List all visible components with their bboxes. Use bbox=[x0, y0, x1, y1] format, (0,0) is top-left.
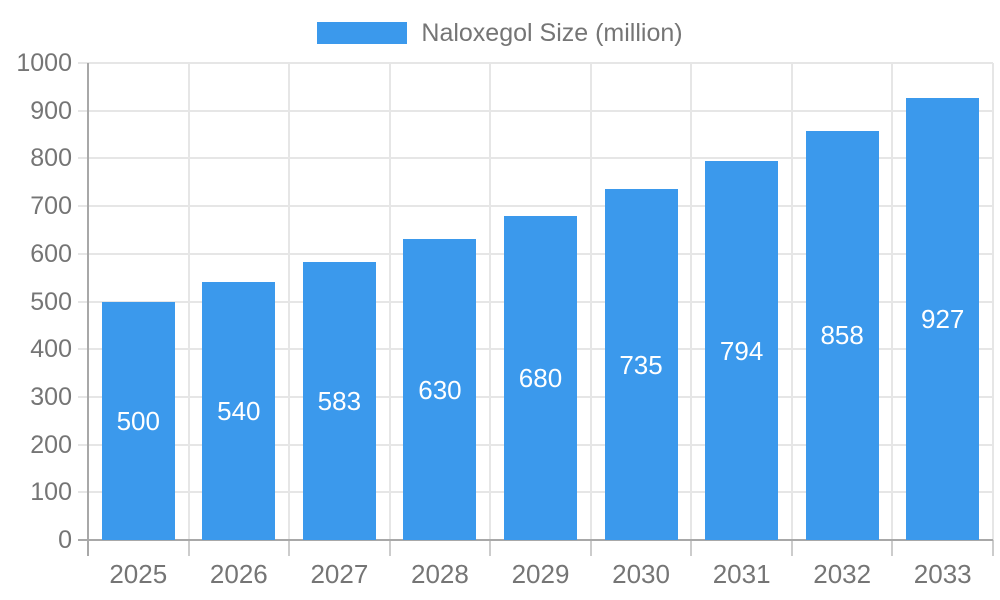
bar-value-label: 858 bbox=[820, 320, 864, 351]
x-axis-tick bbox=[891, 540, 894, 556]
y-axis-tick-label: 1000 bbox=[16, 49, 72, 77]
gridline-vertical bbox=[891, 63, 894, 540]
y-axis-tick-label: 600 bbox=[30, 239, 72, 268]
bar-2027[interactable] bbox=[302, 261, 376, 540]
bar-2032[interactable] bbox=[805, 130, 879, 540]
gridline-vertical bbox=[288, 63, 291, 540]
x-axis-tick-label: 2025 bbox=[109, 559, 168, 589]
gridline-vertical bbox=[992, 63, 994, 540]
gridline-vertical bbox=[388, 63, 391, 540]
x-axis-tick bbox=[288, 540, 291, 556]
x-axis-tick-label: 2026 bbox=[209, 559, 268, 589]
x-axis-tick bbox=[690, 540, 693, 556]
y-axis-tick-label: 200 bbox=[30, 430, 72, 459]
bar-value-label: 583 bbox=[317, 385, 362, 416]
bar-value-label: 680 bbox=[518, 362, 563, 393]
bar-2033[interactable] bbox=[906, 97, 980, 540]
x-axis-tick-label: 2031 bbox=[712, 559, 771, 589]
x-axis-tick bbox=[388, 540, 391, 556]
x-axis-tick-label: 2029 bbox=[511, 559, 570, 589]
x-axis-tick bbox=[187, 540, 190, 556]
bar-2030[interactable] bbox=[604, 189, 678, 540]
bar-2026[interactable] bbox=[202, 282, 276, 540]
y-axis-tick-label: 500 bbox=[30, 287, 72, 316]
y-axis-tick-label: 800 bbox=[30, 144, 72, 173]
chart-legend: Naloxegol Size (million) bbox=[0, 20, 1000, 46]
y-axis-tick-label: 100 bbox=[30, 478, 72, 507]
x-axis-tick-label: 2033 bbox=[913, 559, 972, 589]
x-axis-tick-label: 2027 bbox=[310, 559, 369, 589]
x-axis-tick-label: 2030 bbox=[612, 559, 670, 589]
gridline-horizontal bbox=[78, 109, 993, 112]
bar-2028[interactable] bbox=[403, 239, 477, 540]
gridline-vertical bbox=[589, 63, 592, 540]
bar-value-label: 794 bbox=[719, 335, 764, 366]
x-axis-tick bbox=[489, 540, 492, 556]
y-axis-tick-label: 700 bbox=[30, 192, 72, 221]
bar-value-label: 630 bbox=[418, 374, 462, 405]
x-axis-tick-label: 2032 bbox=[813, 559, 872, 589]
bar-value-label: 927 bbox=[921, 303, 965, 334]
y-axis-tick-label: 300 bbox=[30, 382, 72, 411]
bar-2029[interactable] bbox=[504, 215, 577, 540]
y-axis-tick-label: 0 bbox=[58, 526, 72, 554]
bar-value-label: 540 bbox=[217, 396, 261, 427]
x-axis-tick bbox=[589, 540, 592, 556]
bar-value-label: 500 bbox=[116, 405, 160, 436]
x-axis-line bbox=[78, 539, 993, 541]
gridline-vertical bbox=[187, 63, 190, 540]
y-axis-tick-label: 900 bbox=[30, 96, 72, 125]
y-axis-line bbox=[87, 63, 89, 556]
bar-2031[interactable] bbox=[705, 161, 779, 540]
gridline-horizontal bbox=[78, 157, 993, 160]
legend-label: Naloxegol Size (million) bbox=[421, 19, 683, 47]
x-axis-tick bbox=[790, 540, 793, 556]
gridline-vertical bbox=[790, 63, 793, 540]
bar-2025[interactable] bbox=[101, 301, 175, 540]
x-axis-tick bbox=[992, 540, 994, 556]
gridline-horizontal bbox=[78, 205, 993, 208]
y-axis-tick-label: 400 bbox=[30, 335, 72, 364]
x-axis-tick-label: 2028 bbox=[411, 559, 469, 589]
gridline-vertical bbox=[489, 63, 492, 540]
gridline-horizontal bbox=[78, 62, 993, 64]
legend-swatch bbox=[317, 22, 408, 44]
gridline-vertical bbox=[690, 63, 693, 540]
bar-value-label: 735 bbox=[619, 349, 663, 380]
